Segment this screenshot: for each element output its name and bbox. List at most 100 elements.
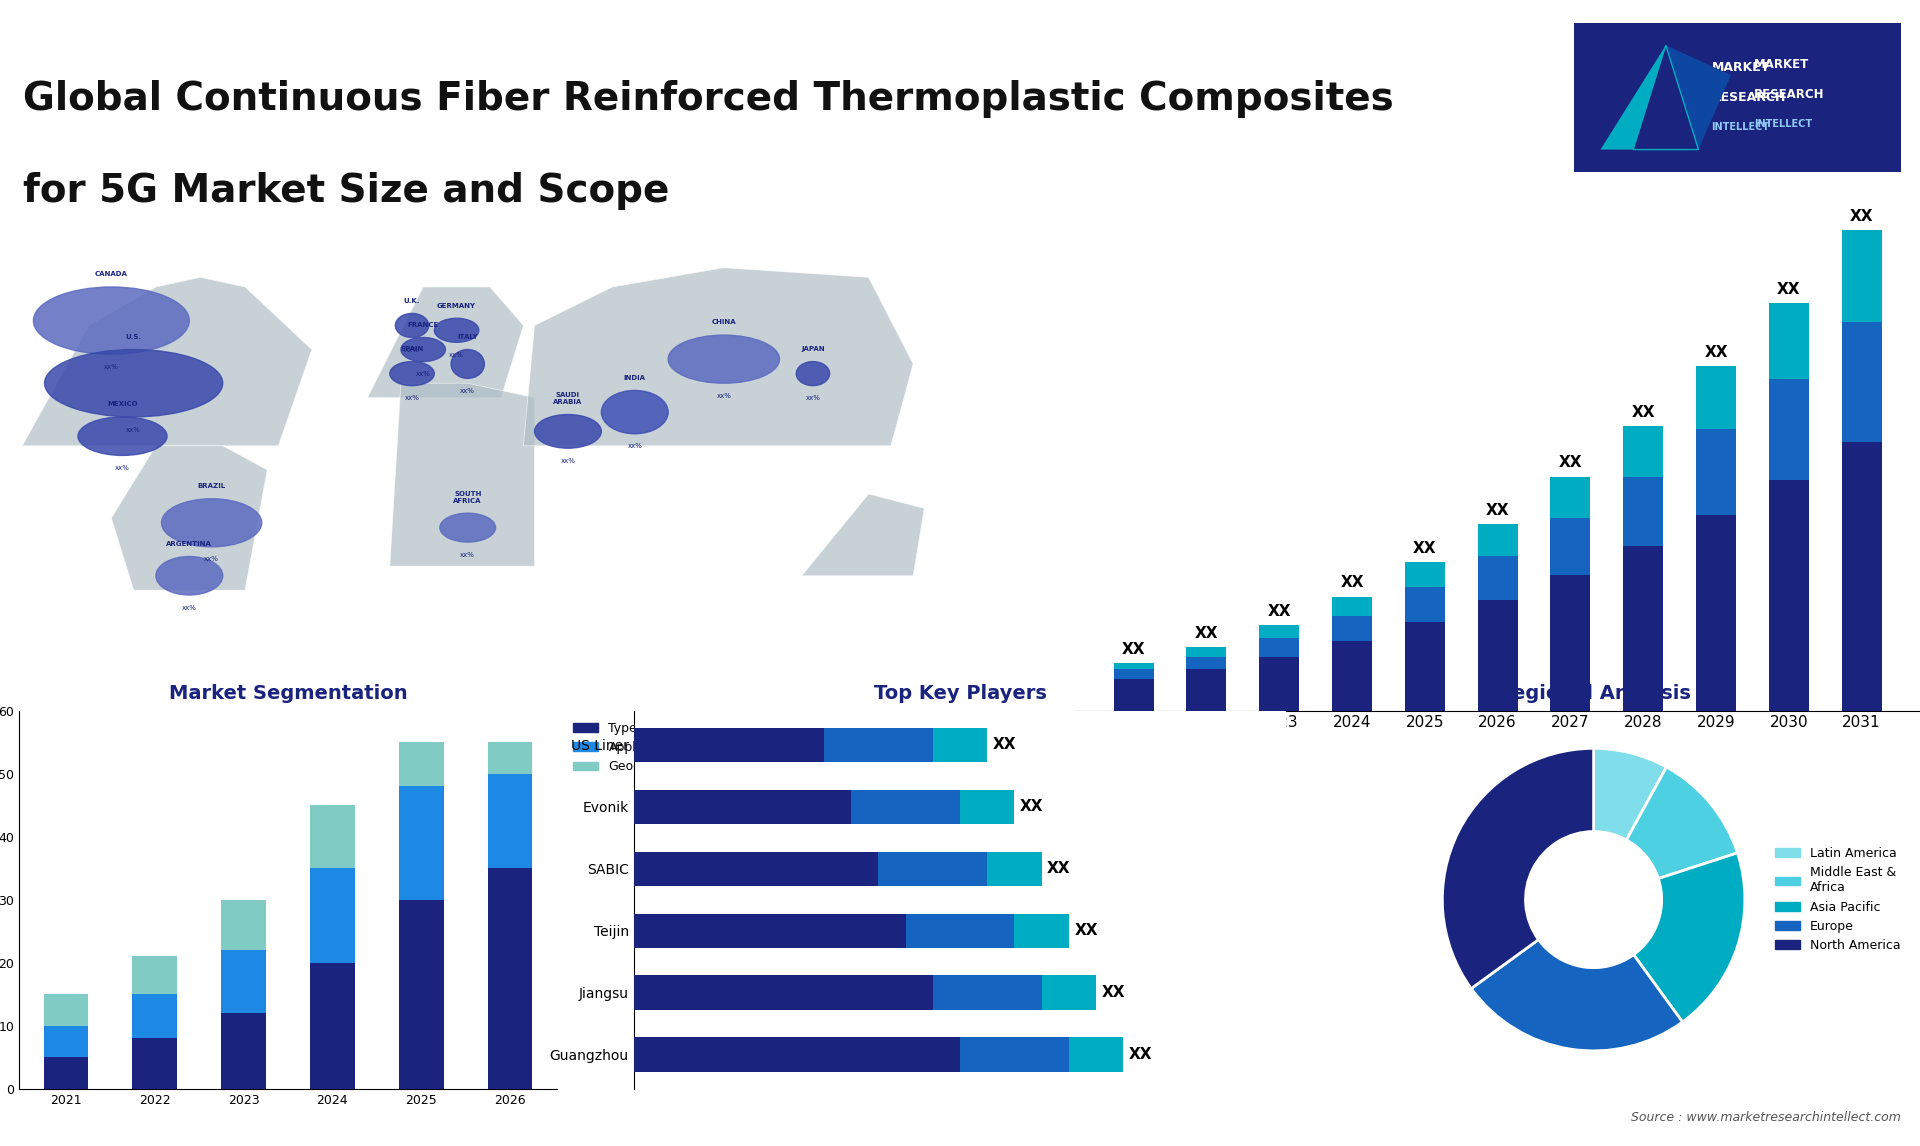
Text: ARGENTINA: ARGENTINA [167,541,213,547]
Text: INDIA: INDIA [624,375,645,380]
Bar [1332,597,1373,615]
Text: CANADA: CANADA [94,272,129,277]
Bar [1695,366,1736,430]
Bar [1622,547,1663,711]
Bar [1841,230,1882,322]
Polygon shape [524,268,914,446]
Bar [1332,615,1373,641]
Text: xx%: xx% [127,426,140,432]
Bar [1622,426,1663,477]
Ellipse shape [401,337,445,362]
Bar [1014,913,1069,948]
Wedge shape [1442,748,1594,989]
Bar [1768,303,1809,379]
Text: XX: XX [993,737,1016,752]
Text: Source : www.marketresearchintellect.com: Source : www.marketresearchintellect.com [1630,1110,1901,1124]
Bar [1405,562,1446,587]
Text: xx%: xx% [405,347,419,353]
Bar [824,728,933,762]
Bar [132,1038,177,1089]
Bar [851,790,960,824]
Bar [1841,322,1882,442]
Text: xx%: xx% [104,364,119,370]
Bar [488,743,532,774]
Bar [987,851,1043,886]
Text: XX: XX [1413,541,1436,556]
Polygon shape [1601,45,1645,142]
Bar [634,975,933,1010]
Text: xx%: xx% [461,551,474,558]
Polygon shape [111,446,267,590]
Polygon shape [23,277,311,446]
Bar [1695,515,1736,711]
Ellipse shape [390,362,434,385]
Text: XX: XX [1046,861,1071,877]
Text: XX: XX [1705,345,1728,360]
Bar [933,975,1043,1010]
Bar [1478,524,1517,556]
Bar [1114,678,1154,711]
Text: xx%: xx% [461,388,474,394]
Text: CHINA: CHINA [712,320,735,325]
Polygon shape [803,494,924,575]
Wedge shape [1634,853,1745,1022]
Bar [634,1037,960,1072]
Bar [1114,669,1154,678]
Bar [906,913,1014,948]
Bar [960,1037,1069,1072]
Text: xx%: xx% [628,444,641,449]
Text: XX: XX [1020,799,1043,814]
Bar [44,994,88,1026]
Bar [1187,657,1227,669]
Ellipse shape [44,350,223,417]
Wedge shape [1594,748,1667,840]
Text: XX: XX [1849,209,1874,223]
Bar [399,786,444,900]
Text: RESEARCH: RESEARCH [1711,91,1786,104]
Ellipse shape [668,335,780,383]
Ellipse shape [156,557,223,595]
Polygon shape [1634,45,1699,149]
Text: FRANCE: FRANCE [407,322,440,328]
Wedge shape [1626,767,1738,879]
Bar [1841,442,1882,711]
Bar [399,743,444,786]
Ellipse shape [797,362,829,385]
Text: xx%: xx% [806,395,820,401]
Text: XX: XX [1121,642,1146,657]
Legend: Latin America, Middle East &
Africa, Asia Pacific, Europe, North America: Latin America, Middle East & Africa, Asi… [1770,842,1907,957]
Text: BRAZIL: BRAZIL [198,484,227,489]
Bar [634,790,851,824]
Title: Top Key Players: Top Key Players [874,684,1046,704]
Bar [399,900,444,1089]
Text: U.S.: U.S. [125,333,142,340]
Text: xx%: xx% [204,557,219,563]
Text: xx%: xx% [182,605,196,611]
Text: XX: XX [1267,604,1290,619]
Bar [44,1026,88,1057]
Text: U.K.: U.K. [403,298,420,304]
Text: XX: XX [1632,405,1655,419]
Ellipse shape [33,286,190,354]
Text: for 5G Market Size and Scope: for 5G Market Size and Scope [23,172,670,210]
Text: INTELLECT: INTELLECT [1753,119,1812,129]
Bar [1549,574,1590,711]
Bar [960,790,1014,824]
FancyBboxPatch shape [1569,19,1907,175]
Ellipse shape [451,350,484,378]
Bar [1187,669,1227,711]
Bar [1187,647,1227,657]
Polygon shape [390,383,534,566]
Text: xx%: xx% [561,457,576,464]
Bar [311,869,355,963]
Text: xx%: xx% [449,352,465,358]
Bar [1260,638,1300,657]
Ellipse shape [440,513,495,542]
Bar [44,1057,88,1089]
Ellipse shape [396,313,428,337]
Bar [634,913,906,948]
Text: XX: XX [1559,455,1582,470]
Bar [1043,975,1096,1010]
Circle shape [1551,857,1636,942]
Bar [1622,477,1663,547]
